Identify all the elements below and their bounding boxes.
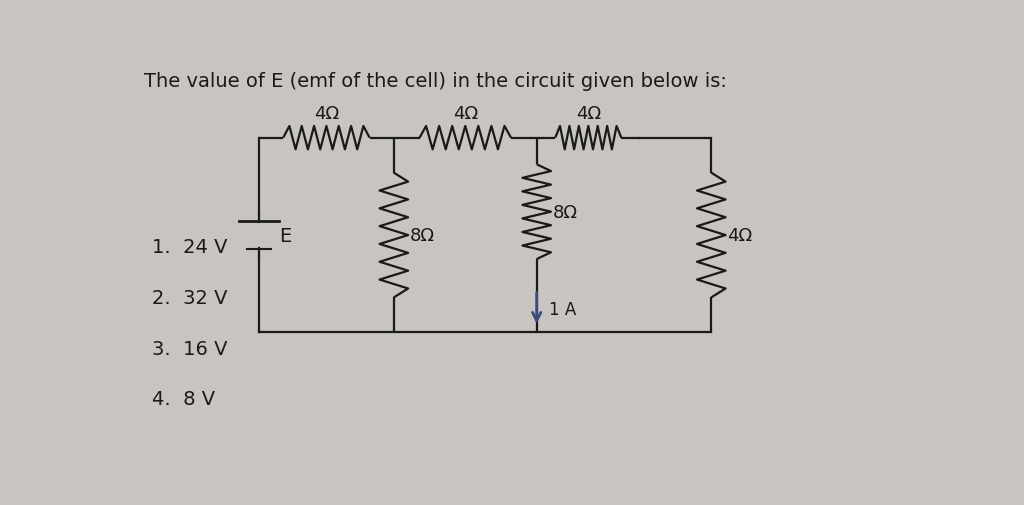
- Text: 4Ω: 4Ω: [575, 105, 601, 123]
- Text: The value of E (emf of the cell) in the circuit given below is:: The value of E (emf of the cell) in the …: [143, 72, 727, 91]
- Text: 4.  8 V: 4. 8 V: [152, 389, 215, 409]
- Text: 8Ω: 8Ω: [410, 227, 435, 244]
- Text: 1.  24 V: 1. 24 V: [152, 238, 227, 257]
- Text: 4Ω: 4Ω: [727, 227, 753, 244]
- Text: 8Ω: 8Ω: [553, 204, 578, 221]
- Text: 3.  16 V: 3. 16 V: [152, 339, 227, 358]
- Text: 4Ω: 4Ω: [453, 105, 478, 123]
- Text: E: E: [279, 226, 291, 245]
- Text: 2.  32 V: 2. 32 V: [152, 288, 227, 307]
- Text: 4Ω: 4Ω: [313, 105, 339, 123]
- Text: 1 A: 1 A: [549, 300, 575, 319]
